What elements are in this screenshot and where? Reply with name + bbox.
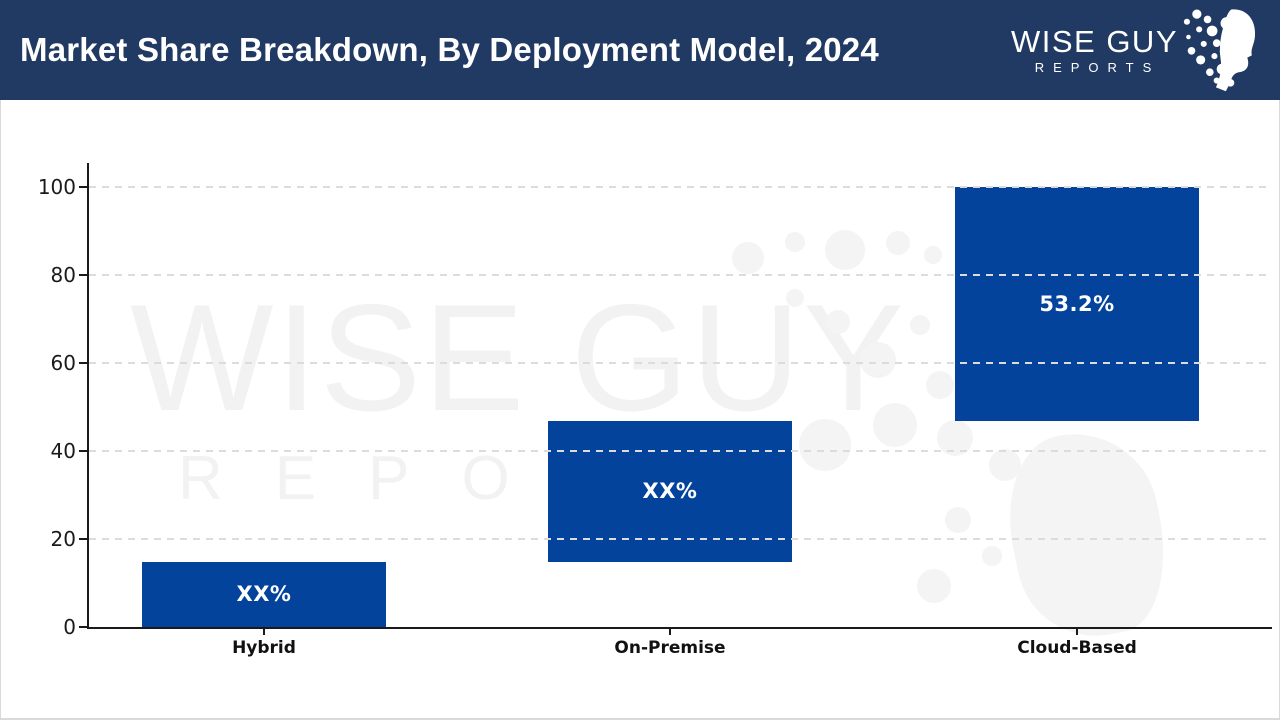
x-axis-category-label: Cloud-Based: [1017, 638, 1137, 658]
x-axis-tick-mark: [263, 628, 265, 635]
watermark-dot: [989, 449, 1021, 481]
logo-subtext: REPORTS: [1034, 60, 1161, 75]
page-title: Market Share Breakdown, By Deployment Mo…: [20, 31, 879, 68]
bar-on-premise: XX%: [548, 421, 792, 562]
gridline: [89, 274, 1272, 276]
watermark-wordmark: WISE GUY: [130, 273, 907, 443]
header: Market Share Breakdown, By Deployment Mo…: [0, 0, 1280, 100]
y-axis-tick-mark: [79, 538, 87, 540]
gridline: [89, 186, 1272, 188]
y-axis-spine: [87, 163, 89, 629]
watermark-dot: [786, 289, 804, 307]
bar-hybrid: XX%: [142, 561, 386, 627]
wise-guy-logo: WISE GUY REPORTS: [1011, 8, 1258, 92]
watermark-dot: [825, 230, 865, 270]
watermark-dot: [982, 546, 1002, 566]
watermark-face-shape: [992, 418, 1182, 651]
page-border-bottom: [0, 718, 1280, 720]
watermark-dot: [799, 419, 851, 471]
gridline: [89, 450, 1272, 452]
y-axis-tick-mark: [79, 626, 87, 628]
watermark-dot: [785, 232, 805, 252]
y-axis-tick-label: 0: [63, 615, 76, 639]
y-axis-tick-mark: [79, 362, 87, 364]
logo-text: WISE GUY REPORTS: [1011, 26, 1178, 74]
y-axis-tick-mark: [79, 274, 87, 276]
watermark-dot: [910, 315, 930, 335]
bar-value-label: 53.2%: [1039, 292, 1115, 317]
watermark-dot: [826, 310, 850, 334]
watermark-dot: [924, 246, 942, 264]
bar-cloud-based: 53.2%: [955, 187, 1199, 422]
y-axis-tick-mark: [79, 450, 87, 452]
y-axis-tick-label: 100: [37, 175, 76, 199]
x-axis-tick-mark: [1076, 628, 1078, 635]
page-border-left: [0, 100, 1, 720]
bar-value-label: XX%: [642, 479, 698, 504]
gridline: [89, 538, 1272, 540]
watermark-dot: [873, 403, 917, 447]
logo-face-icon: [1183, 9, 1256, 92]
x-axis-category-label: Hybrid: [232, 638, 296, 658]
y-axis-tick-label: 40: [50, 439, 76, 463]
watermark-dot: [917, 569, 951, 603]
x-axis-tick-mark: [669, 628, 671, 635]
gridline: [89, 362, 1272, 364]
watermark-dot: [860, 342, 896, 378]
watermark-dot: [886, 231, 910, 255]
x-axis-spine: [87, 627, 1272, 629]
watermark-dot: [732, 242, 764, 274]
x-axis-category-label: On-Premise: [614, 638, 726, 658]
y-axis-tick-mark: [79, 186, 87, 188]
bar-value-label: XX%: [236, 582, 292, 607]
logo-wordmark: WISE GUY: [1010, 24, 1178, 59]
y-axis-tick-label: 20: [50, 527, 76, 551]
watermark-dot: [945, 507, 971, 533]
y-axis-tick-label: 60: [50, 351, 76, 375]
y-axis-tick-label: 80: [50, 263, 76, 287]
watermark-dot: [926, 371, 954, 399]
